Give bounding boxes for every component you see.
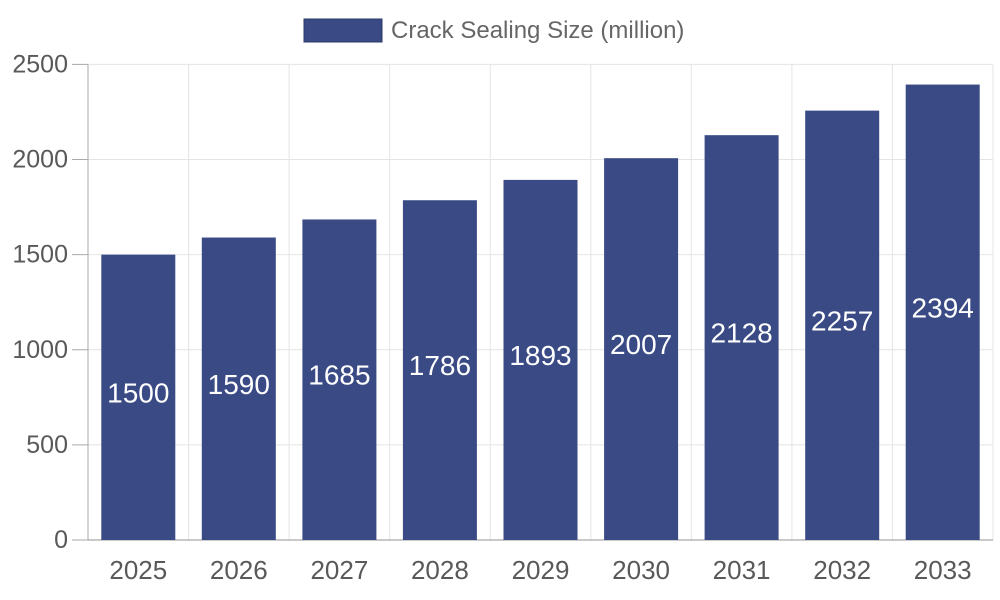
svg-text:2032: 2032: [813, 555, 871, 585]
svg-text:1500: 1500: [12, 241, 68, 269]
svg-text:2030: 2030: [612, 555, 670, 585]
svg-text:1500: 1500: [107, 377, 169, 408]
svg-text:2033: 2033: [914, 555, 972, 585]
svg-text:2007: 2007: [610, 329, 672, 360]
svg-text:Crack Sealing Size (million): Crack Sealing Size (million): [391, 17, 684, 44]
svg-text:2394: 2394: [912, 292, 974, 323]
svg-text:2031: 2031: [713, 555, 771, 585]
svg-text:2027: 2027: [310, 555, 368, 585]
svg-text:1893: 1893: [509, 340, 571, 371]
svg-text:2257: 2257: [811, 305, 873, 336]
svg-text:1000: 1000: [12, 336, 68, 364]
svg-text:2500: 2500: [12, 50, 68, 78]
svg-text:1685: 1685: [308, 360, 370, 391]
svg-text:2025: 2025: [109, 555, 167, 585]
svg-text:2029: 2029: [512, 555, 570, 585]
svg-text:2026: 2026: [210, 555, 268, 585]
svg-text:2028: 2028: [411, 555, 469, 585]
svg-text:0: 0: [54, 526, 68, 554]
svg-text:1786: 1786: [409, 350, 471, 381]
svg-text:1590: 1590: [208, 369, 270, 400]
svg-text:2128: 2128: [710, 318, 772, 349]
svg-text:2000: 2000: [12, 146, 68, 174]
svg-text:500: 500: [26, 431, 68, 459]
